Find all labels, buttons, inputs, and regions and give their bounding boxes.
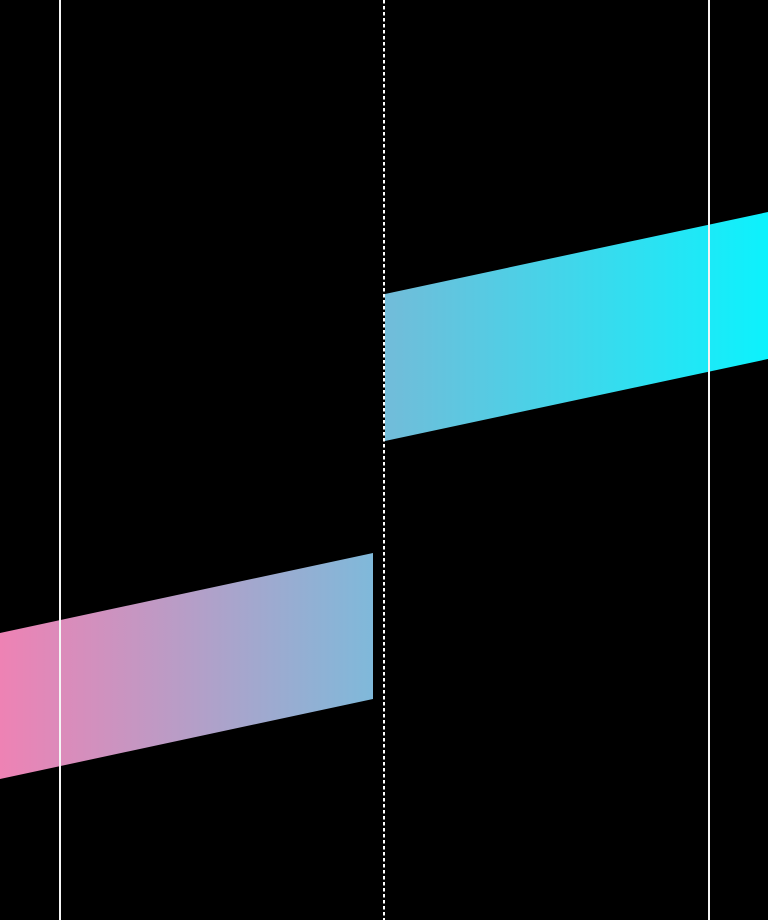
gridline-middle <box>383 0 385 920</box>
gridline-right <box>708 0 710 920</box>
gridline-left <box>59 0 61 920</box>
